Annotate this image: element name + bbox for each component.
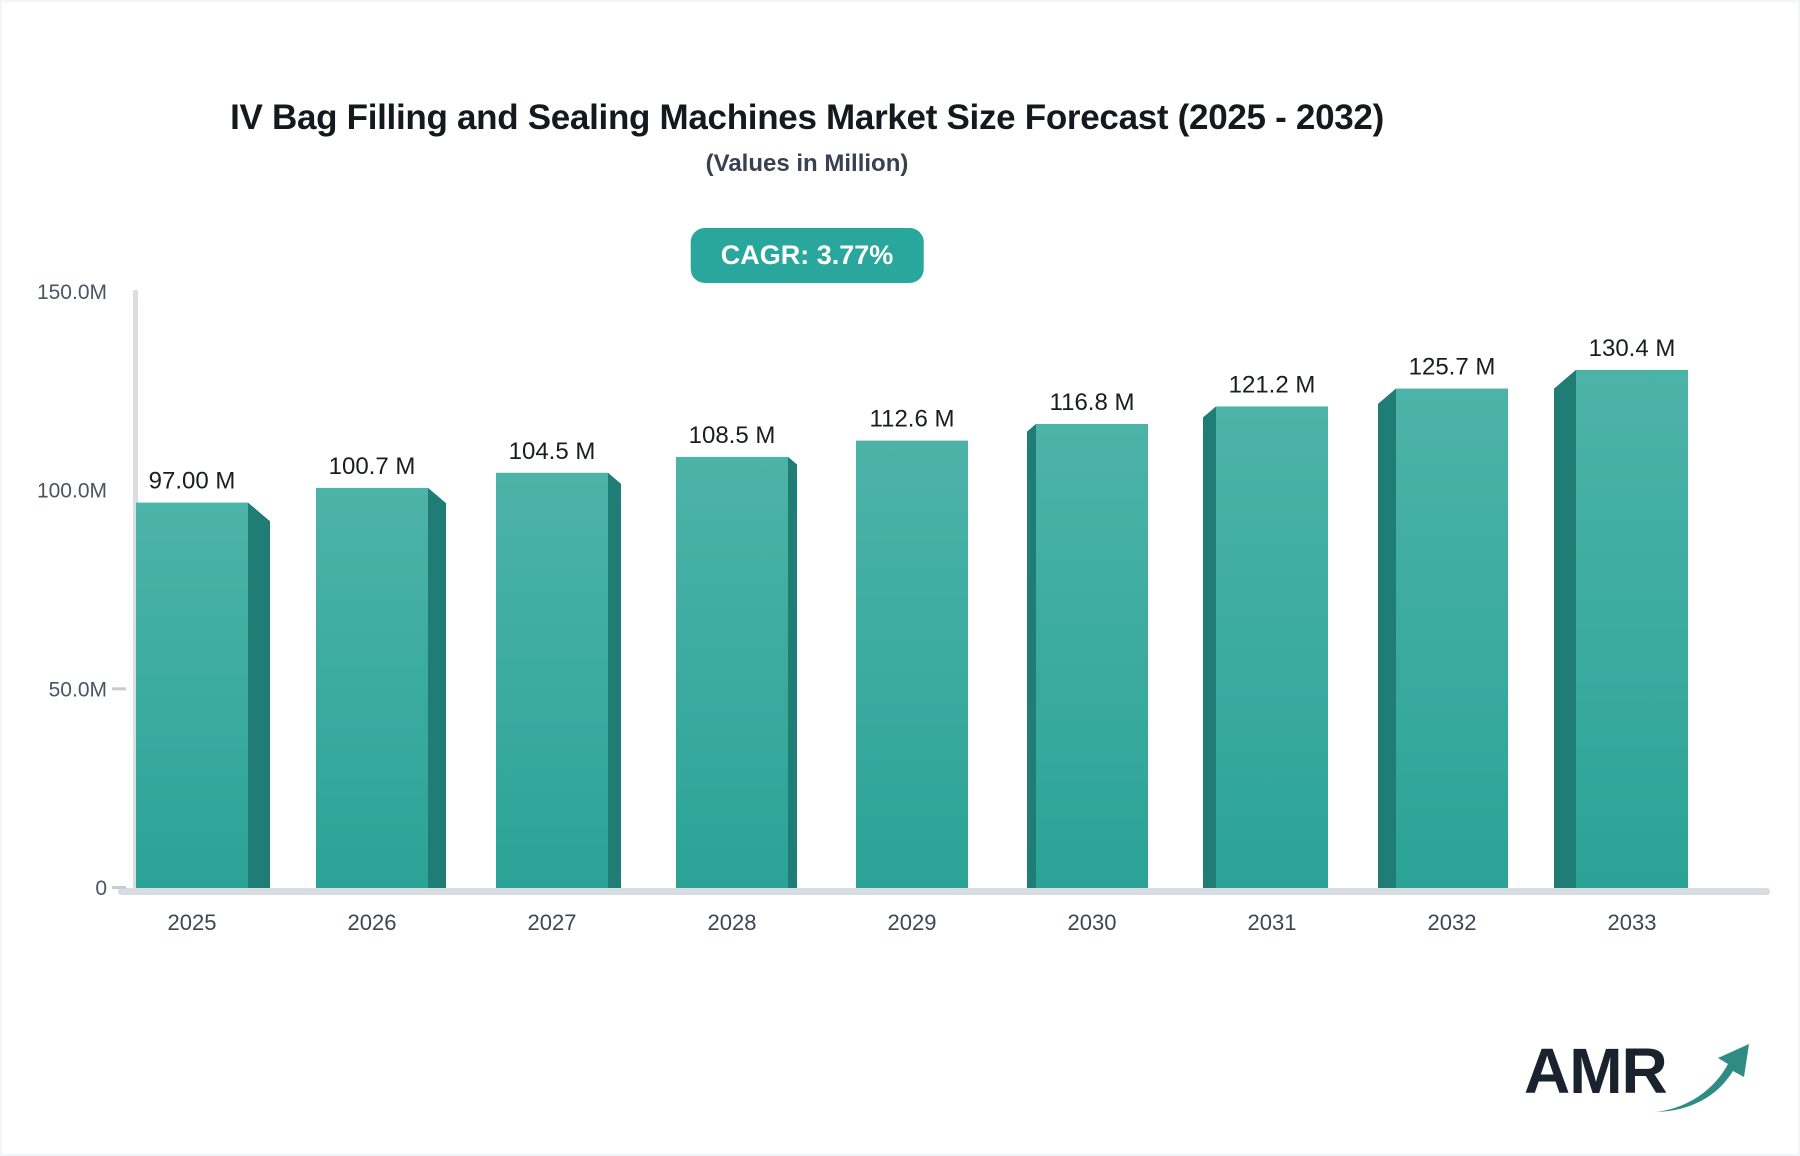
bar-2027 [496,472,608,888]
amr-logo-text: AMR [1524,1035,1668,1107]
bar-side-2030 [1027,423,1036,888]
bar-value-label: 125.7 M [1409,354,1496,381]
x-axis-label: 2026 [348,910,397,935]
bar-value-label: 97.00 M [149,468,236,495]
chart-subtitle: (Values in Million) [705,150,909,177]
y-axis-label: 0 [95,877,107,900]
bar-side-2026 [428,487,446,888]
x-axis-label: 2028 [708,910,757,935]
bar-2030 [1036,423,1148,888]
x-axis-label: 2029 [888,910,937,935]
bar-side-2033 [1554,369,1576,888]
bar-side-2031 [1203,406,1216,888]
cagr-badge: CAGR: 3.77% [690,228,924,283]
bar-side-2028 [788,456,797,888]
bar-2029 [856,440,968,888]
x-axis-label: 2025 [168,910,217,935]
bar-2028 [676,456,788,888]
bar-value-label: 112.6 M [870,406,955,433]
bar-2025 [136,502,248,888]
x-axis-label: 2032 [1428,910,1477,935]
bar-2031 [1216,406,1328,888]
x-axis-label: 2027 [528,910,577,935]
x-axis-label: 2030 [1068,910,1117,935]
growth-arrow-icon [1656,1044,1749,1112]
bar-2032 [1396,388,1508,888]
bar-value-label: 116.8 M [1050,389,1135,416]
x-axis-line [118,888,1770,895]
bar-value-label: 121.2 M [1229,371,1316,398]
bar-value-label: 108.5 M [689,422,776,449]
bar-2026 [316,487,428,888]
bar-side-2032 [1378,388,1396,888]
chart-title: IV Bag Filling and Sealing Machines Mark… [230,98,1384,137]
y-axis-label: 150.0M [37,281,107,304]
y-axis-label: 50.0M [49,678,107,701]
bar-side-2025 [248,502,270,888]
y-axis-label: 100.0M [37,480,107,503]
bar-value-label: 104.5 M [509,438,596,465]
bar-value-label: 130.4 M [1589,335,1676,362]
y-tick-mark [112,687,126,691]
x-axis-label: 2031 [1248,910,1297,935]
x-axis-label: 2033 [1608,910,1657,935]
bar-value-label: 100.7 M [329,453,416,480]
bar-2033 [1576,369,1688,888]
bar-side-2027 [608,472,621,888]
y-tick-mark [112,886,126,889]
amr-logo: AMR [1524,1034,1764,1124]
